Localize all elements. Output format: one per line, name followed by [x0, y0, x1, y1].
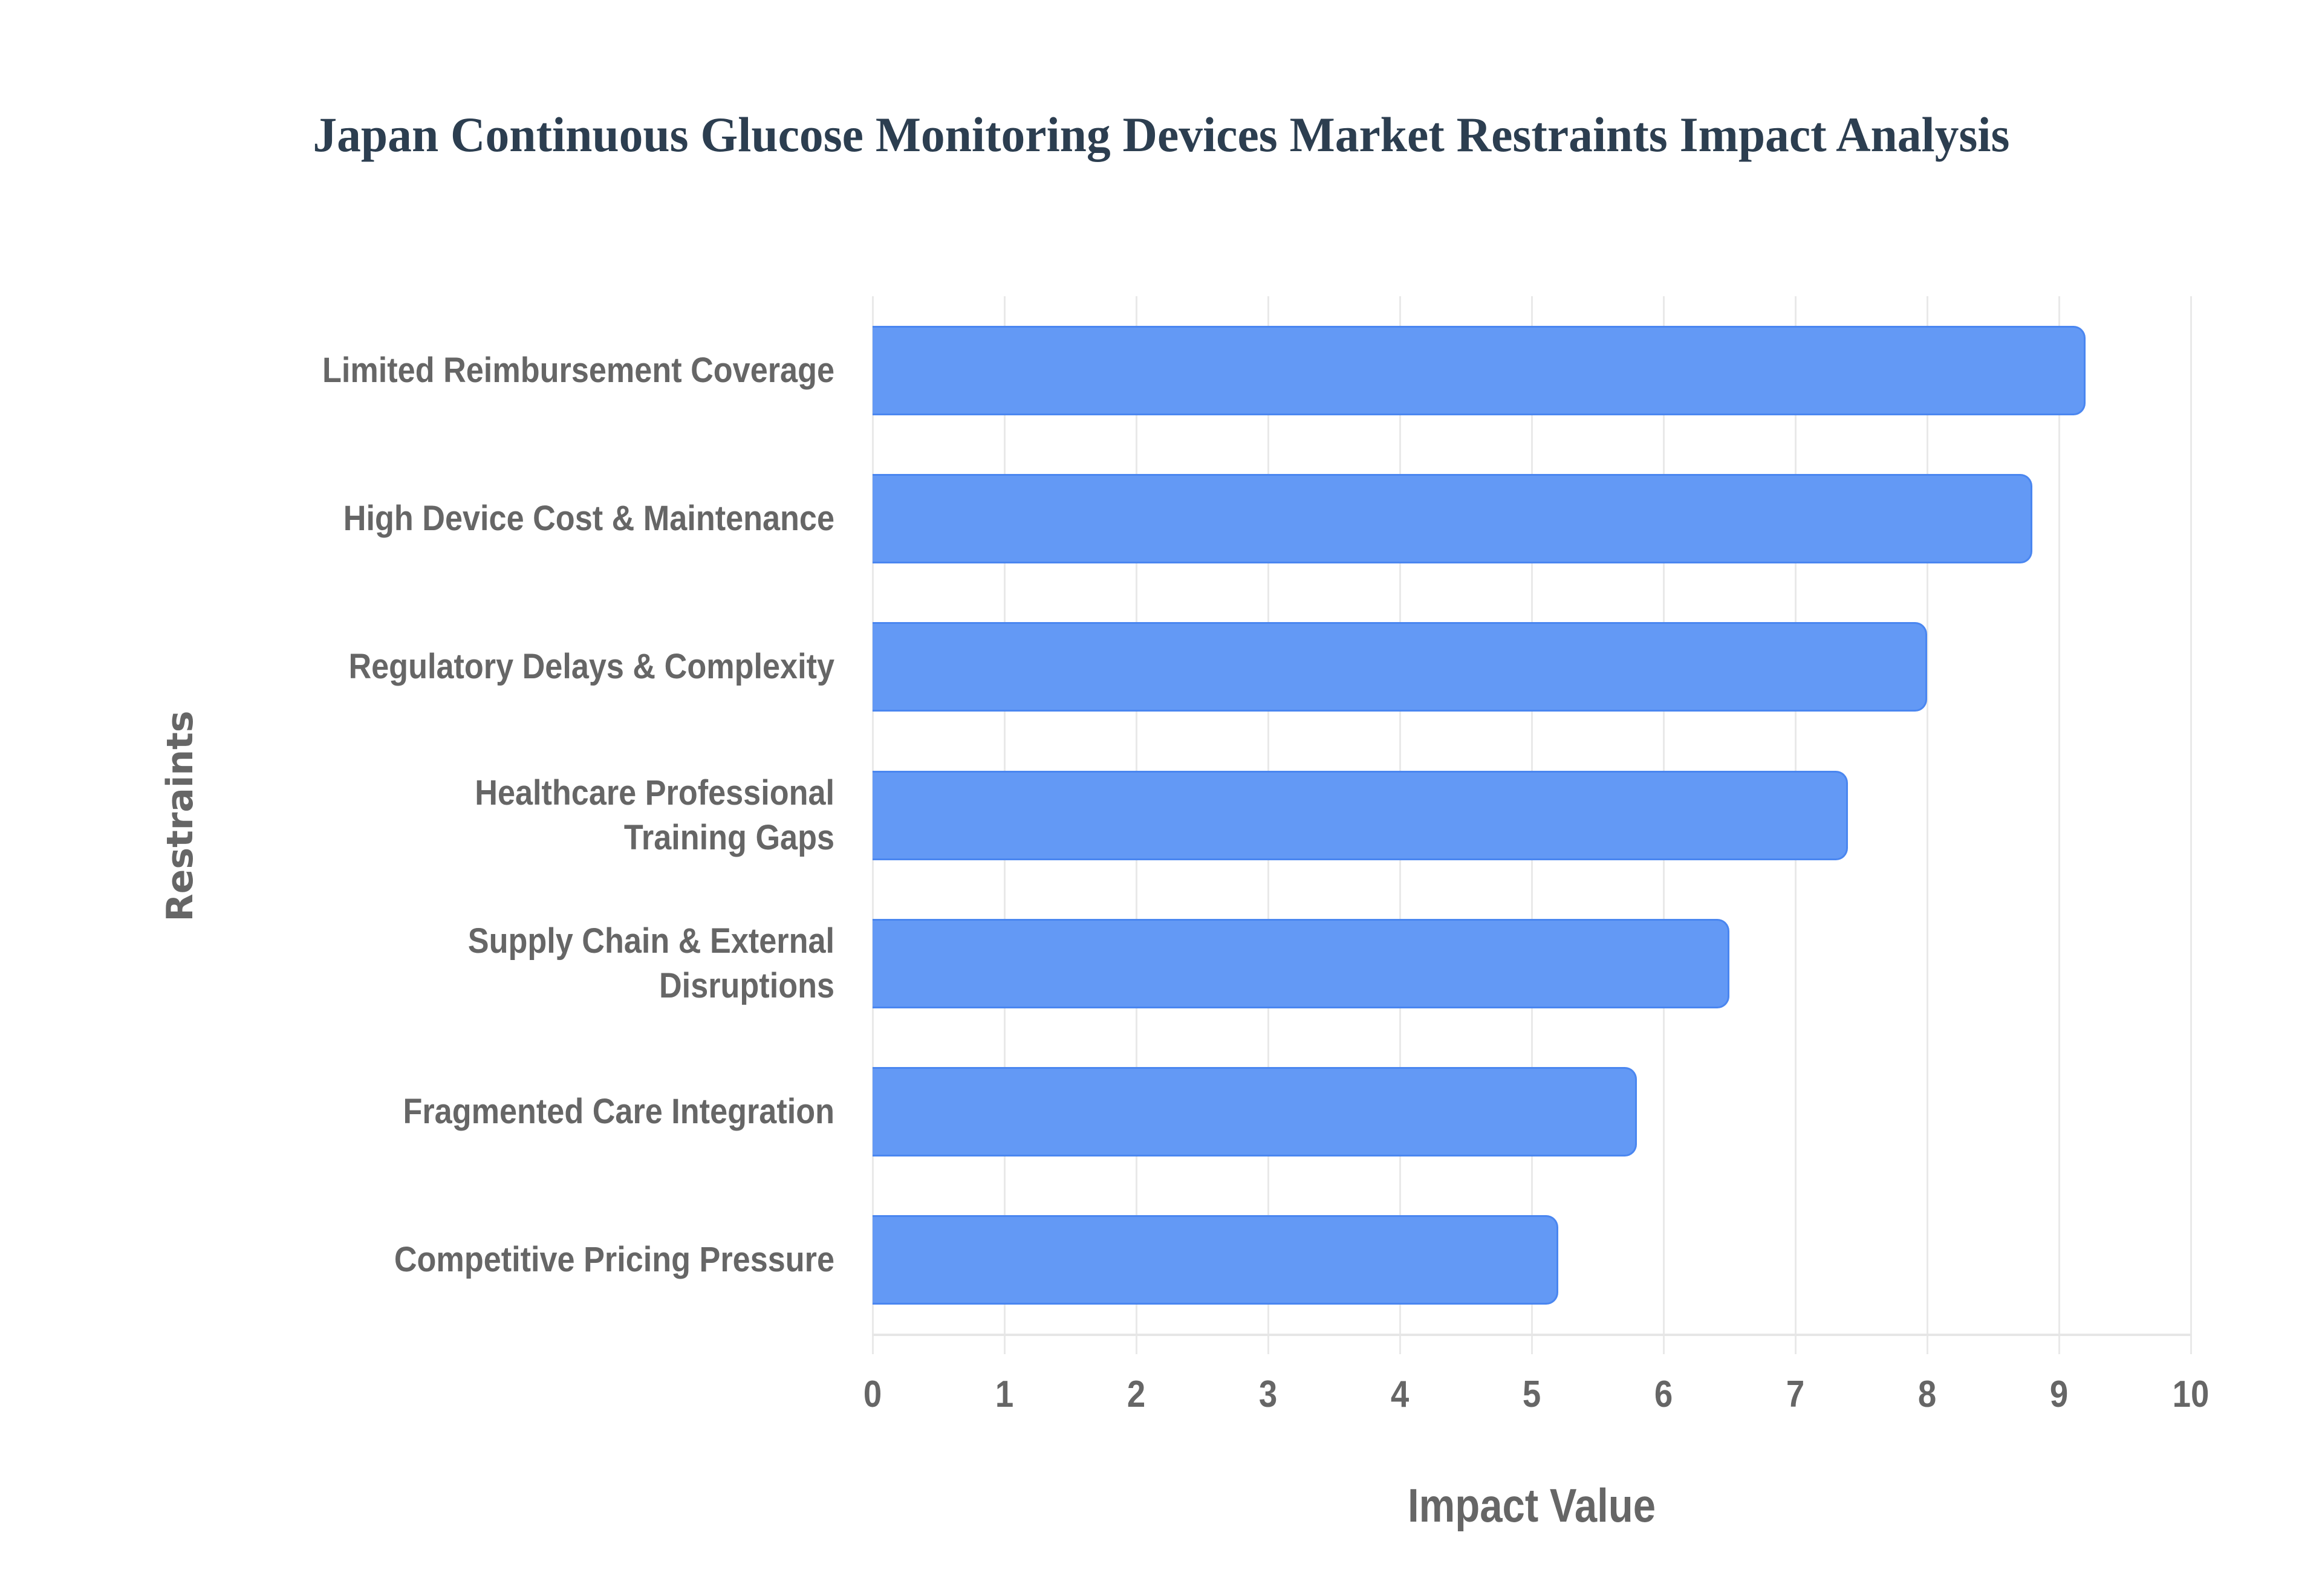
x-tick-label: 6: [1654, 1374, 1673, 1415]
x-tick-label: 5: [1522, 1374, 1541, 1415]
bar[interactable]: [873, 770, 1849, 860]
gridline: [2190, 296, 2192, 1354]
gridline: [2058, 296, 2060, 1354]
x-tick-label: 0: [863, 1374, 882, 1415]
x-axis-title: Impact Value: [1407, 1479, 1656, 1532]
chart-title-text: Japan Continuous Glucose Monitoring Devi…: [312, 107, 2010, 162]
x-tick-label: 3: [1258, 1374, 1278, 1415]
x-tick-label: 2: [1127, 1374, 1146, 1415]
y-category-label: Competitive Pricing Pressure: [394, 1240, 834, 1280]
bar[interactable]: [873, 1215, 1558, 1305]
chart-title: Japan Continuous Glucose Monitoring Devi…: [0, 102, 2322, 168]
y-category-label: Limited Reimbursement Coverage: [322, 350, 834, 390]
x-tick-label: 7: [1786, 1374, 1805, 1415]
plot-area: [872, 296, 2192, 1354]
bar[interactable]: [873, 1067, 1637, 1157]
x-tick-label: 9: [2049, 1374, 2069, 1415]
x-axis-line: [873, 1334, 2191, 1336]
gridline: [1927, 296, 1928, 1354]
x-tick-label: 1: [995, 1374, 1014, 1415]
bar[interactable]: [873, 473, 2033, 563]
y-axis-title: Restraints: [159, 710, 201, 922]
y-category-label: Regulatory Delays & Complexity: [348, 647, 834, 687]
bar[interactable]: [873, 622, 1927, 712]
x-tick-label: 8: [1917, 1374, 1937, 1415]
y-category-label: Fragmented Care Integration: [403, 1092, 834, 1132]
x-tick-label: 4: [1390, 1374, 1410, 1415]
y-category-label: Supply Chain & External Disruptions: [467, 921, 834, 1005]
y-category-label: High Device Cost & Maintenance: [343, 498, 834, 538]
bar[interactable]: [873, 325, 2086, 415]
y-category-label: Healthcare Professional Training Gaps: [475, 773, 834, 857]
bar[interactable]: [873, 918, 1729, 1008]
x-tick-label: 10: [2172, 1374, 2210, 1415]
